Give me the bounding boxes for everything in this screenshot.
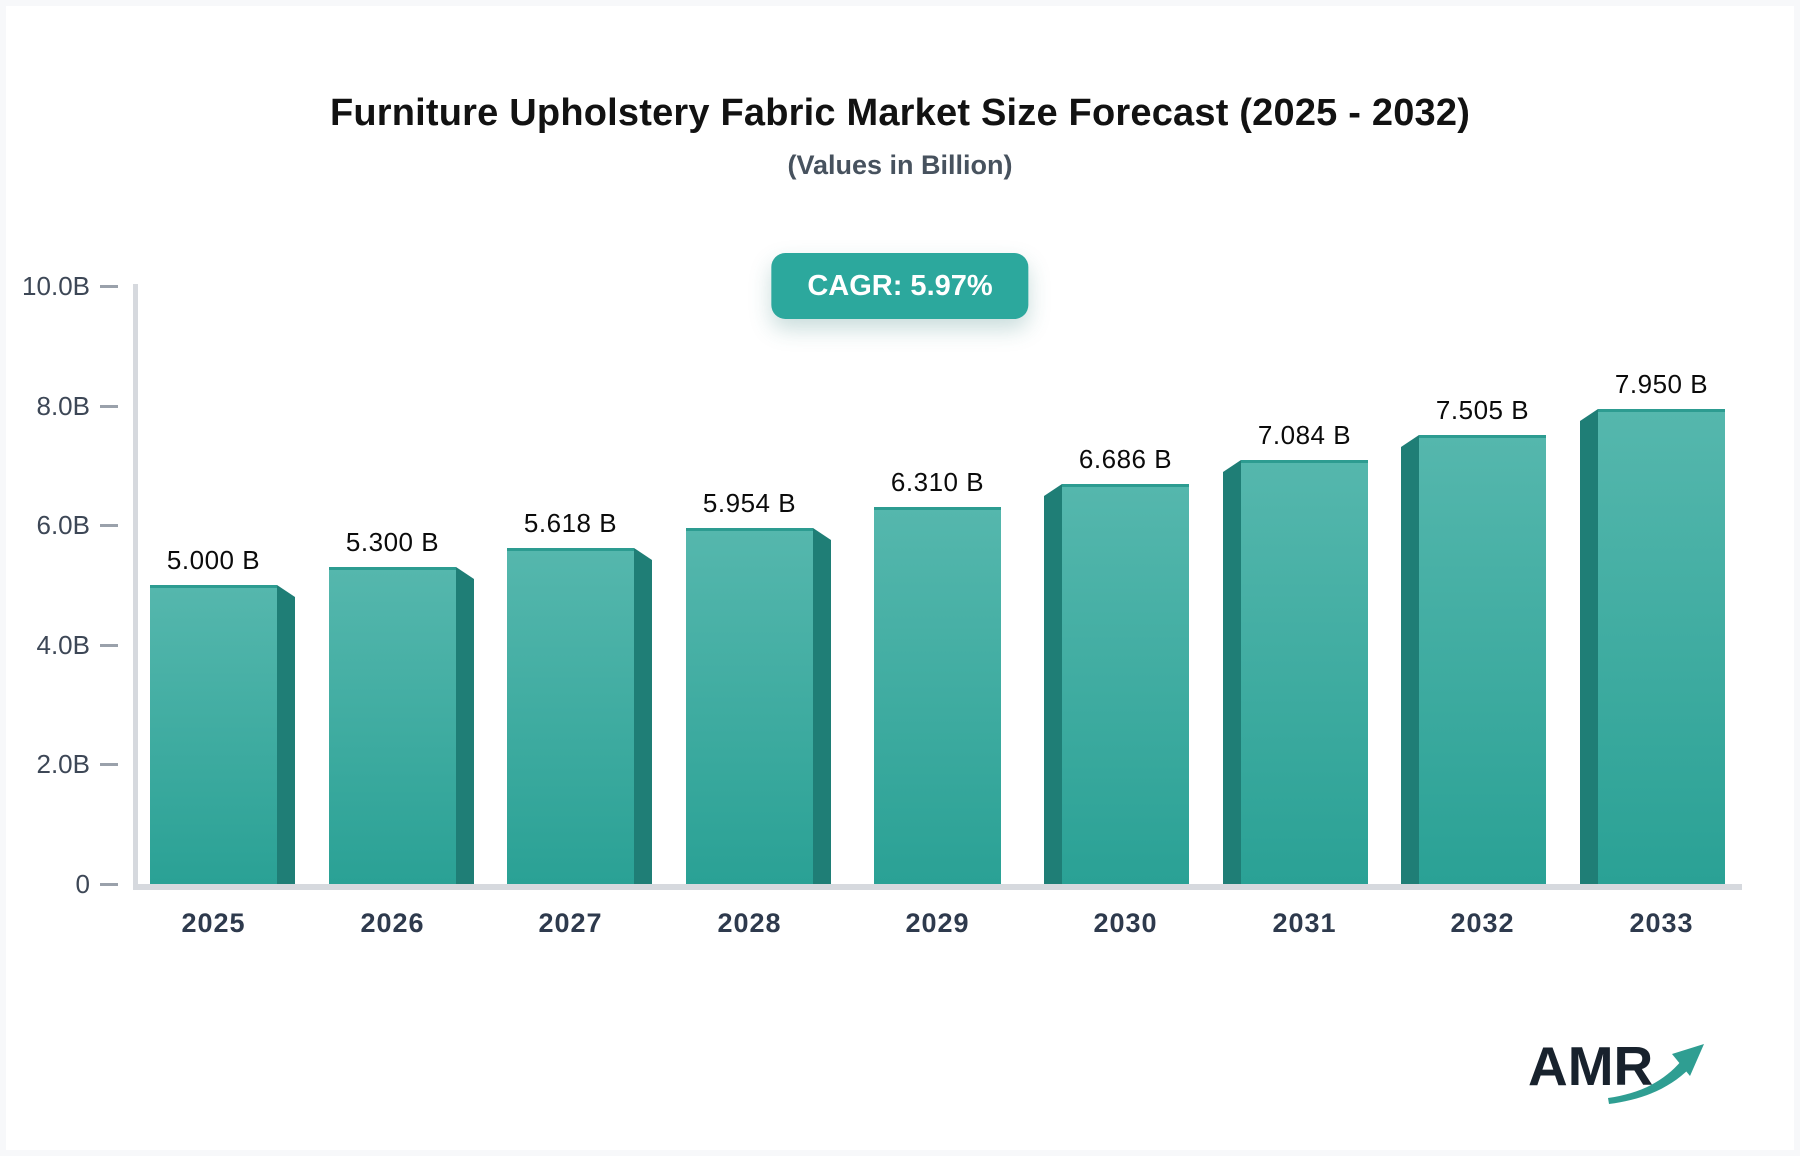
bar-value-label: 6.310 B — [890, 467, 985, 497]
bar-value-label: 5.954 B — [702, 488, 797, 518]
bar-value-label: 5.000 B — [166, 545, 261, 575]
y-axis-tick — [100, 883, 118, 886]
y-axis-tick — [100, 404, 118, 408]
y-axis-tick — [100, 285, 118, 288]
y-axis-tick-label: 4.0B — [36, 629, 91, 660]
cagr-badge: CAGR: 5.97% — [771, 253, 1029, 319]
bar-side — [456, 567, 474, 884]
x-axis-baseline — [133, 884, 1742, 890]
x-axis-label: 2028 — [717, 908, 782, 938]
y-axis-tick-label: 0 — [75, 869, 90, 899]
logo-growth-arrow-icon — [1608, 1044, 1704, 1104]
y-axis-tick — [100, 763, 118, 767]
chart-subtitle: (Values in Billion) — [787, 150, 1013, 180]
bar-side — [1580, 409, 1598, 884]
arrow-head — [1672, 1044, 1704, 1076]
bar-value-label: 5.300 B — [345, 527, 440, 557]
chart-title: Furniture Upholstery Fabric Market Size … — [329, 92, 1471, 134]
x-axis-label: 2029 — [905, 908, 970, 938]
bar-side — [1044, 484, 1062, 884]
bar-front — [150, 585, 277, 884]
y-axis-tick-label: 2.0B — [36, 749, 91, 780]
bar-front — [1598, 409, 1725, 884]
bar-front — [1062, 484, 1189, 884]
bar-front — [686, 528, 813, 884]
x-axis-label: 2026 — [360, 908, 425, 938]
bar-value-label: 7.505 B — [1435, 395, 1530, 425]
bar-front — [874, 507, 1001, 884]
x-axis-label: 2033 — [1629, 908, 1694, 938]
y-axis-tick-label: 8.0B — [36, 390, 91, 421]
arrow-swoosh — [1608, 1060, 1690, 1104]
bar-front — [329, 567, 456, 884]
x-axis-label: 2025 — [181, 908, 246, 938]
bar-front — [1419, 435, 1546, 884]
x-axis-label: 2027 — [538, 908, 603, 938]
y-axis-tick — [100, 524, 118, 528]
x-axis-label: 2032 — [1450, 908, 1515, 938]
x-axis-label: 2030 — [1093, 908, 1158, 938]
bar-value-label: 7.950 B — [1614, 369, 1709, 399]
bar-side — [634, 548, 652, 884]
y-axis-tick — [100, 643, 118, 647]
bar-front — [507, 548, 634, 884]
x-axis-label: 2031 — [1272, 908, 1337, 938]
bar-value-label: 6.686 B — [1078, 444, 1173, 474]
bar-side — [1401, 435, 1419, 884]
bar-value-label: 7.084 B — [1257, 420, 1352, 450]
bar-side — [813, 528, 831, 884]
y-axis-line — [133, 284, 138, 890]
y-axis-tick-label: 6.0B — [36, 510, 91, 541]
y-axis-tick-label: 10.0B — [22, 271, 90, 301]
bar-front — [1241, 460, 1368, 884]
bar-value-label: 5.618 B — [523, 508, 618, 538]
amr-logo: AMR — [1528, 1035, 1654, 1097]
bar-side — [277, 585, 295, 884]
bar-side — [1223, 460, 1241, 884]
